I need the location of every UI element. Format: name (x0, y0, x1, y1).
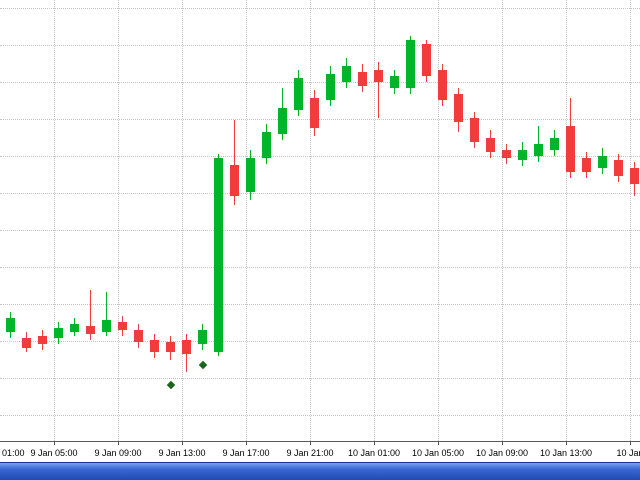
bullish-candle-body (342, 66, 351, 83)
axis-tick (566, 442, 567, 445)
bullish-candle-body (262, 132, 271, 159)
bullish-candle-body (598, 156, 607, 169)
x-axis-label: 9 Jan 21:00 (286, 448, 334, 458)
bearish-candle-body (422, 43, 431, 77)
grid-line-vertical (502, 0, 503, 441)
candle-wick (106, 292, 107, 337)
bearish-candle-body (454, 93, 463, 122)
candle-wick (90, 289, 91, 340)
bearish-candle-body (182, 339, 191, 354)
grid-line-horizontal (0, 193, 640, 194)
time-axis[interactable]: 01:00 9 Jan 05:00 9 Jan 09:00 9 Jan 13:00 9 … (0, 441, 640, 463)
bearish-candle-body (358, 72, 367, 86)
grid-line-vertical (182, 0, 183, 441)
bullish-candle-body (70, 324, 79, 332)
axis-tick (438, 442, 439, 445)
grid-line-horizontal (0, 82, 640, 83)
bullish-candle-body (198, 329, 207, 345)
price-chart[interactable] (0, 0, 640, 441)
grid-line-horizontal (0, 415, 640, 416)
axis-tick (630, 442, 631, 445)
grid-line-vertical (438, 0, 439, 441)
x-axis-label: 9 Jan 17:00 (222, 448, 270, 458)
axis-tick (118, 442, 119, 445)
grid-line-horizontal (0, 119, 640, 120)
bearish-candle-body (134, 329, 143, 343)
grid-line-horizontal (0, 304, 640, 305)
grid-line-horizontal (0, 156, 640, 157)
bearish-candle-body (86, 326, 95, 335)
signal-diamond-icon (166, 380, 175, 390)
bearish-candle-body (230, 164, 239, 196)
bearish-candle-body (486, 137, 495, 152)
bearish-candle-body (38, 336, 47, 345)
bearish-candle-body (150, 339, 159, 353)
x-axis-label: 10 Jan (616, 448, 640, 458)
bullish-candle-body (550, 137, 559, 151)
grid-line-vertical (54, 0, 55, 441)
grid-line-horizontal (0, 267, 640, 268)
bullish-candle-body (278, 108, 287, 135)
x-axis-label: 10 Jan 09:00 (475, 448, 529, 458)
x-axis-label: 10 Jan 05:00 (411, 448, 465, 458)
candle-wick (378, 61, 379, 119)
bearish-candle-body (438, 69, 447, 101)
bullish-candle-body (518, 150, 527, 161)
bullish-candle-body (54, 328, 63, 338)
grid-line-vertical (246, 0, 247, 441)
bullish-candle-body (6, 318, 15, 332)
bullish-candle-body (534, 143, 543, 156)
grid-line-vertical (374, 0, 375, 441)
x-axis-label: 01:00 (2, 448, 25, 458)
axis-tick (54, 442, 55, 445)
grid-line-vertical (118, 0, 119, 441)
bearish-candle-body (310, 98, 319, 128)
bearish-candle-body (582, 158, 591, 172)
bullish-candle-body (406, 40, 415, 88)
axis-tick (374, 442, 375, 445)
bearish-candle-body (470, 118, 479, 143)
bearish-candle-body (118, 321, 127, 330)
axis-tick (246, 442, 247, 445)
window-bottom-bar (0, 462, 640, 480)
x-axis-label: 10 Jan 13:00 (539, 448, 593, 458)
grid-line-horizontal (0, 378, 640, 379)
bullish-candle-body (102, 319, 111, 332)
grid-line-vertical (566, 0, 567, 441)
grid-line-horizontal (0, 45, 640, 46)
grid-line-horizontal (0, 8, 640, 9)
x-axis-label: 9 Jan 05:00 (30, 448, 78, 458)
signal-diamond-icon (198, 360, 207, 370)
bullish-candle-body (390, 76, 399, 88)
bullish-candle-body (246, 158, 255, 193)
bullish-candle-body (294, 77, 303, 110)
bearish-candle-body (22, 337, 31, 348)
axis-tick (502, 442, 503, 445)
bearish-candle-body (566, 126, 575, 172)
grid-line-horizontal (0, 341, 640, 342)
bearish-candle-body (166, 342, 175, 353)
bullish-candle-body (214, 158, 223, 353)
bearish-candle-body (614, 160, 623, 177)
x-axis-label: 9 Jan 09:00 (94, 448, 142, 458)
axis-tick (182, 442, 183, 445)
x-axis-label: 10 Jan 01:00 (347, 448, 401, 458)
bearish-candle-body (502, 150, 511, 159)
candle-wick (234, 119, 235, 206)
bearish-candle-body (630, 168, 639, 185)
grid-line-horizontal (0, 230, 640, 231)
bullish-candle-body (326, 74, 335, 101)
grid-line-vertical (310, 0, 311, 441)
axis-tick (310, 442, 311, 445)
x-axis-label: 9 Jan 13:00 (158, 448, 206, 458)
grid-line-vertical (630, 0, 631, 441)
bearish-candle-body (374, 69, 383, 83)
